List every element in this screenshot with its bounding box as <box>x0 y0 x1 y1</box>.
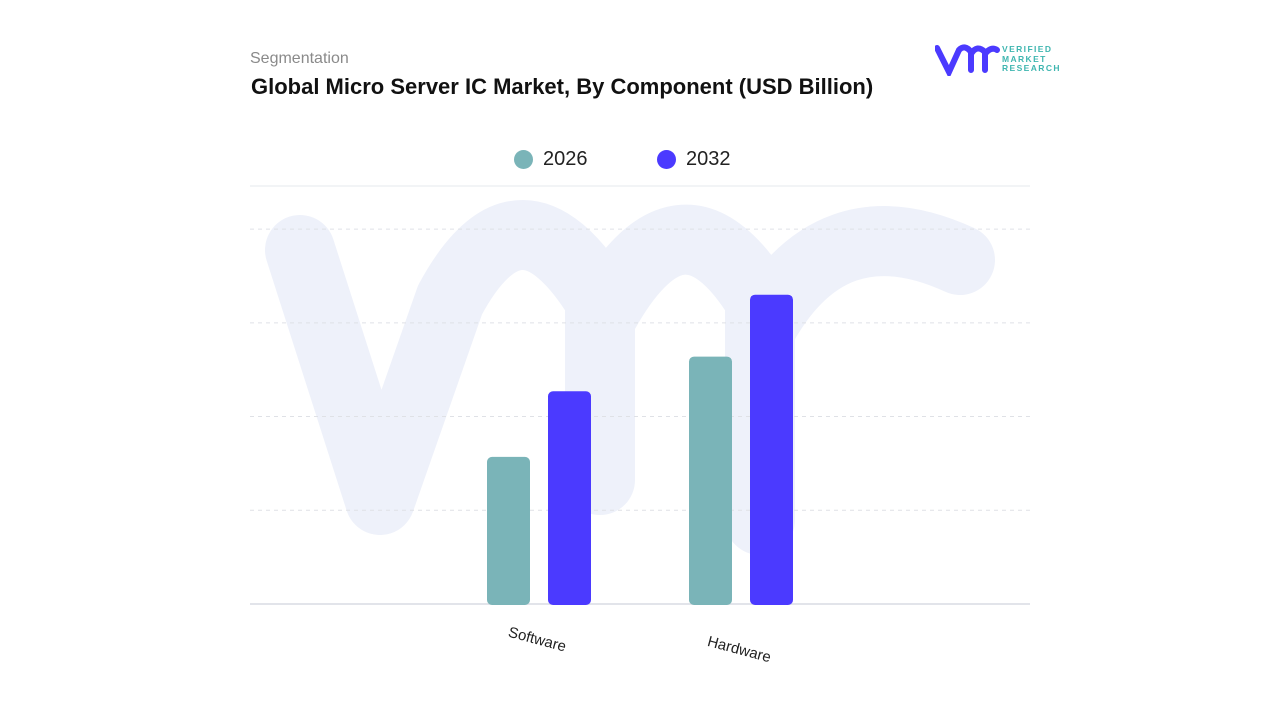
legend-item-2032[interactable]: 2032 <box>657 148 731 171</box>
logo-text: VERIFIED MARKET RESEARCH <box>1002 44 1061 73</box>
legend-swatch-2032 <box>657 150 676 169</box>
segment-label: Segmentation <box>250 50 349 67</box>
x-tick-label: Software <box>506 624 568 656</box>
watermark-icon <box>265 200 995 555</box>
legend-item-2026[interactable]: 2026 <box>514 148 588 171</box>
x-tick-label: Hardware <box>706 633 773 666</box>
bar-software-2026[interactable] <box>487 456 530 605</box>
legend: 2026 2032 <box>0 148 1280 176</box>
legend-swatch-2026 <box>514 150 533 169</box>
bar-hardware-2026[interactable] <box>689 356 732 605</box>
bar-hardware-2032[interactable] <box>750 294 793 605</box>
legend-label-2032: 2032 <box>686 148 731 170</box>
chart-title: Global Micro Server IC Market, By Compon… <box>251 74 874 99</box>
legend-label-2026: 2026 <box>543 148 588 170</box>
logo-icon <box>935 44 1000 76</box>
bar-software-2032[interactable] <box>548 391 591 605</box>
